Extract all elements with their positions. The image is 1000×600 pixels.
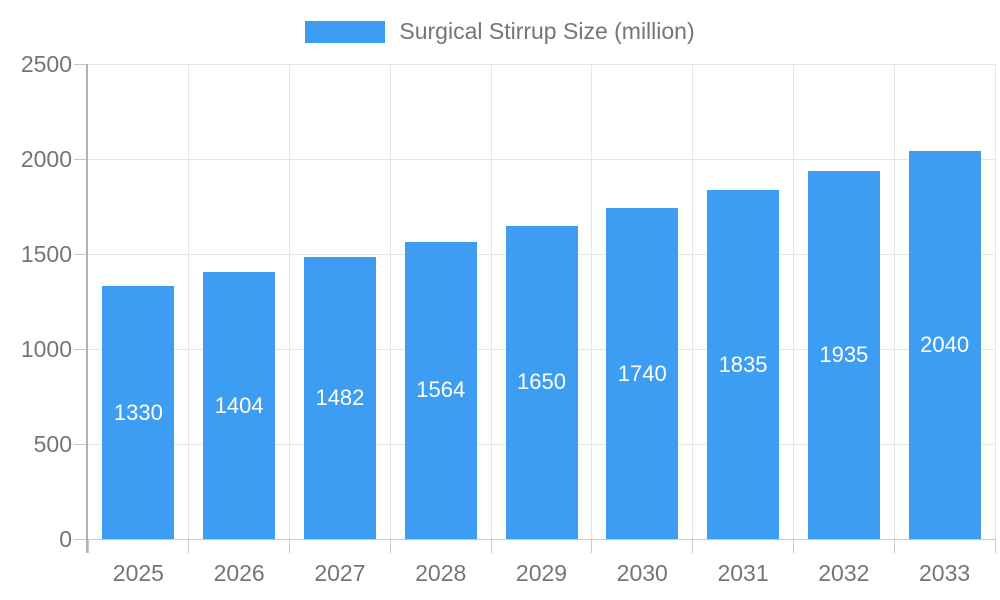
v-gridline <box>389 64 391 539</box>
x-axis-tick <box>692 539 694 553</box>
x-axis-tick <box>188 539 190 553</box>
x-axis-tick-label: 2029 <box>515 560 568 586</box>
x-axis-tick <box>87 539 89 553</box>
y-axis-tick <box>74 348 88 350</box>
x-axis-tick <box>591 539 593 553</box>
bar-2033[interactable]: 2040 <box>908 151 981 539</box>
x-axis-tick <box>792 539 794 553</box>
y-axis-tick <box>74 443 88 445</box>
bar-value-label: 1740 <box>617 360 667 386</box>
x-axis-tick <box>490 539 492 553</box>
x-axis-tick-label: 2027 <box>314 560 366 586</box>
h-gridline <box>88 63 995 65</box>
y-axis-tick <box>74 158 88 160</box>
bar-2026[interactable]: 1404 <box>203 272 276 539</box>
bar-2028[interactable]: 1564 <box>404 241 477 539</box>
bar-value-label: 1404 <box>214 392 264 418</box>
bar-value-label: 1330 <box>113 399 163 425</box>
y-axis-tick <box>74 63 88 65</box>
x-axis-tick <box>893 539 895 553</box>
x-axis-tick-label: 2025 <box>112 560 164 586</box>
x-axis-tick-label: 2028 <box>415 560 467 586</box>
bar-value-label: 1650 <box>517 369 566 395</box>
bar-value-label: 1482 <box>315 385 365 411</box>
v-gridline <box>188 64 190 539</box>
y-axis-tick <box>74 253 88 255</box>
x-axis-tick-label: 2032 <box>818 560 870 586</box>
v-gridline <box>289 64 291 539</box>
bar-2029[interactable]: 1650 <box>505 225 578 539</box>
v-gridline <box>994 64 996 539</box>
v-gridline <box>591 64 593 539</box>
y-axis-tick-label: 0 <box>59 526 72 552</box>
bar-2025[interactable]: 1330 <box>102 286 175 539</box>
v-gridline <box>792 64 794 539</box>
bar-2031[interactable]: 1835 <box>707 190 780 539</box>
bar-2032[interactable]: 1935 <box>807 171 880 539</box>
bar-value-label: 1835 <box>718 351 768 377</box>
v-gridline <box>893 64 895 539</box>
y-axis-tick-label: 500 <box>33 431 72 457</box>
legend-label: Surgical Stirrup Size (million) <box>399 18 695 44</box>
bar-2027[interactable]: 1482 <box>303 257 376 539</box>
h-gridline <box>88 538 995 540</box>
bar-value-label: 1935 <box>819 342 869 368</box>
y-axis-tick-label: 1000 <box>20 336 72 362</box>
x-axis-tick <box>994 539 996 553</box>
x-axis-tick-label: 2033 <box>919 560 971 586</box>
x-axis-tick-label: 2026 <box>213 560 265 586</box>
h-gridline <box>88 158 995 160</box>
chart-legend[interactable]: Surgical Stirrup Size (million) <box>0 18 1000 45</box>
legend-swatch <box>305 20 386 43</box>
bar-value-label: 2040 <box>920 332 970 358</box>
y-axis-tick-label: 2000 <box>20 146 72 172</box>
x-axis-tick <box>289 539 291 553</box>
y-axis-tick-label: 1500 <box>20 241 72 267</box>
bar-2030[interactable]: 1740 <box>606 208 679 539</box>
v-gridline <box>490 64 492 539</box>
v-gridline <box>692 64 694 539</box>
x-axis-tick <box>389 539 391 553</box>
x-axis-tick-label: 2031 <box>717 560 769 586</box>
y-axis-tick <box>74 538 88 540</box>
bar-value-label: 1564 <box>416 377 466 403</box>
y-axis-line <box>86 64 88 553</box>
x-axis-tick-label: 2030 <box>616 560 668 586</box>
y-axis-tick-label: 2500 <box>20 51 72 77</box>
